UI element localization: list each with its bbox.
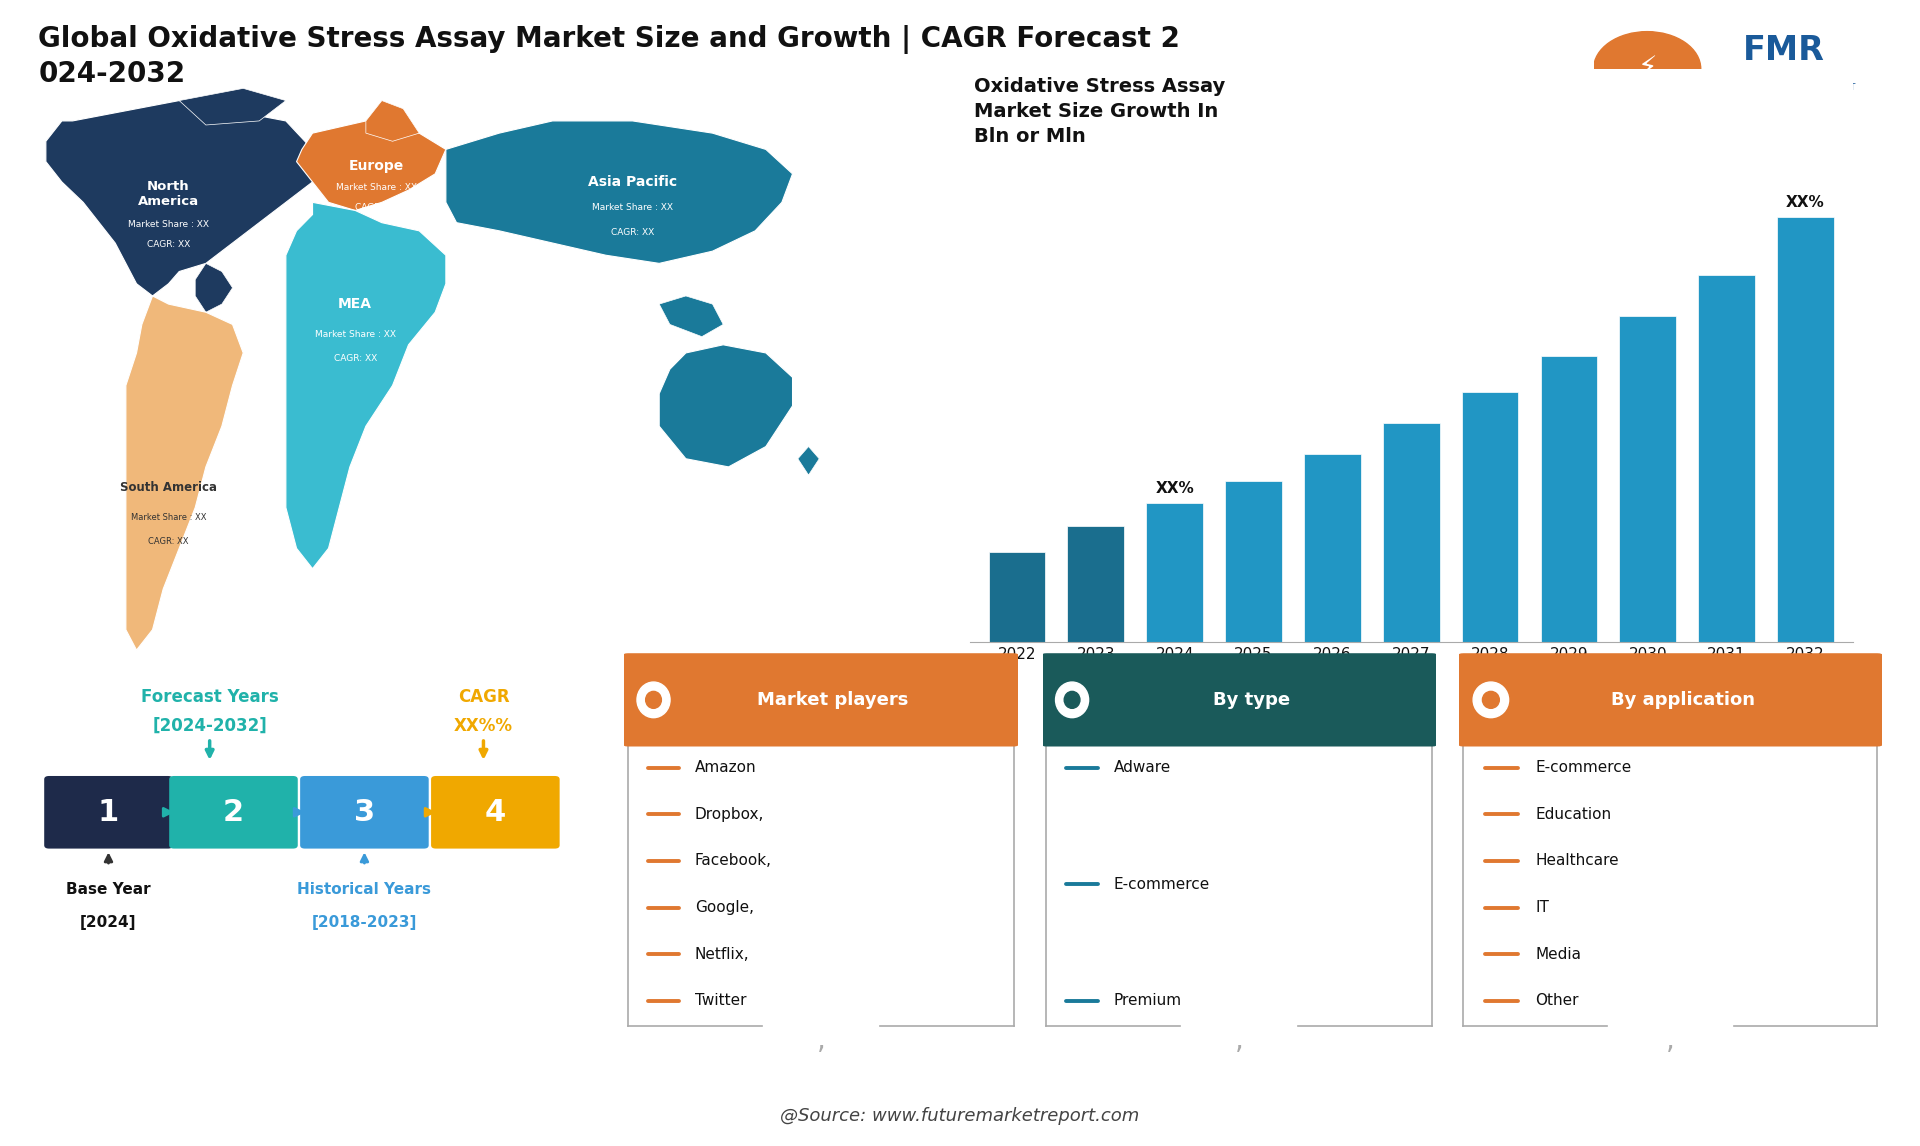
FancyBboxPatch shape (1453, 653, 1887, 746)
Bar (1540, 355, 1597, 642)
Polygon shape (799, 447, 820, 476)
Text: Google,: Google, (695, 900, 755, 916)
Bar (1778, 218, 1834, 642)
Bar (989, 552, 1044, 642)
Text: Europe: Europe (349, 158, 403, 173)
Text: @Source: www.futuremarketreport.com: @Source: www.futuremarketreport.com (780, 1107, 1140, 1125)
Text: FMR: FMR (1743, 33, 1824, 66)
Text: CAGR: XX: CAGR: XX (148, 241, 190, 249)
Text: Premium: Premium (1114, 994, 1181, 1008)
Bar (1225, 481, 1283, 642)
Text: 3: 3 (353, 798, 374, 826)
Text: Base Year: Base Year (65, 882, 152, 897)
Text: Other: Other (1536, 994, 1578, 1008)
FancyBboxPatch shape (432, 776, 559, 848)
Text: XX%: XX% (1786, 195, 1824, 210)
Text: XX%%: XX%% (453, 716, 513, 735)
Bar (1699, 275, 1755, 642)
Polygon shape (46, 101, 313, 296)
Text: [2018-2023]: [2018-2023] (311, 916, 417, 931)
Polygon shape (296, 121, 445, 211)
Text: Market Share : XX: Market Share : XX (591, 204, 674, 212)
Text: [2024]: [2024] (81, 916, 136, 931)
FancyBboxPatch shape (169, 776, 298, 848)
Text: Historical Years: Historical Years (298, 882, 432, 897)
Text: Market Share : XX: Market Share : XX (129, 220, 209, 229)
Text: Dropbox,: Dropbox, (695, 807, 764, 822)
Text: ,: , (1667, 1027, 1674, 1055)
Text: CAGR: CAGR (457, 688, 509, 706)
Text: E-commerce: E-commerce (1536, 760, 1632, 775)
Bar (1382, 423, 1440, 642)
Text: CAGR: XX: CAGR: XX (148, 537, 188, 547)
Text: Market Share : XX: Market Share : XX (336, 183, 417, 193)
Text: FUTURE MARKET REPORT: FUTURE MARKET REPORT (1743, 83, 1857, 92)
Text: 1: 1 (98, 798, 119, 826)
Text: Asia Pacific: Asia Pacific (588, 175, 678, 189)
Text: ,: , (816, 1027, 826, 1055)
Polygon shape (659, 296, 724, 337)
Circle shape (1064, 691, 1079, 708)
Text: By type: By type (1213, 691, 1290, 709)
Bar (1461, 392, 1519, 642)
Text: Market Share : XX: Market Share : XX (131, 512, 205, 521)
Text: Oxidative Stress Assay
Market Size Growth In
Bln or Mln: Oxidative Stress Assay Market Size Growt… (973, 77, 1225, 147)
Circle shape (1482, 691, 1500, 708)
Polygon shape (659, 345, 793, 466)
Bar (1068, 526, 1125, 642)
Text: IT: IT (1536, 900, 1549, 916)
Text: MEA: MEA (338, 297, 372, 311)
FancyBboxPatch shape (300, 776, 428, 848)
Text: ⚡: ⚡ (1638, 55, 1657, 83)
Text: Adware: Adware (1114, 760, 1171, 775)
Circle shape (637, 682, 670, 717)
Text: E-commerce: E-commerce (1114, 877, 1210, 892)
Circle shape (1056, 682, 1089, 717)
Circle shape (645, 691, 660, 708)
Circle shape (1594, 32, 1701, 105)
Text: CAGR: XX: CAGR: XX (355, 204, 397, 212)
Polygon shape (367, 101, 419, 141)
Polygon shape (179, 88, 286, 125)
Text: XX%: XX% (1156, 481, 1194, 496)
Bar (1619, 315, 1676, 642)
FancyBboxPatch shape (1037, 653, 1442, 746)
Bar (1304, 454, 1361, 642)
Text: Media: Media (1536, 947, 1582, 961)
Polygon shape (445, 121, 793, 264)
Text: [2024-2032]: [2024-2032] (152, 716, 267, 735)
Text: 024-2032: 024-2032 (38, 60, 186, 87)
Text: Education: Education (1536, 807, 1611, 822)
Polygon shape (127, 296, 244, 650)
Text: Global Oxidative Stress Assay Market Size and Growth | CAGR Forecast 2: Global Oxidative Stress Assay Market Siz… (38, 25, 1181, 54)
Text: South America: South America (121, 481, 217, 494)
Text: Healthcare: Healthcare (1536, 854, 1619, 869)
FancyBboxPatch shape (618, 653, 1023, 746)
Circle shape (1473, 682, 1509, 717)
Text: 2: 2 (223, 798, 244, 826)
Text: By application: By application (1611, 691, 1755, 709)
Text: CAGR: XX: CAGR: XX (334, 354, 376, 363)
Text: Facebook,: Facebook, (695, 854, 772, 869)
Text: Netflix,: Netflix, (695, 947, 749, 961)
Text: Forecast Years: Forecast Years (140, 688, 278, 706)
Text: 4: 4 (484, 798, 507, 826)
Polygon shape (286, 203, 445, 568)
Text: Market players: Market players (756, 691, 908, 709)
FancyBboxPatch shape (44, 776, 173, 848)
Polygon shape (196, 264, 232, 312)
Text: CAGR: XX: CAGR: XX (611, 228, 655, 237)
Text: North
America: North America (138, 180, 200, 209)
Bar (1146, 503, 1204, 642)
Text: ,: , (1235, 1027, 1244, 1055)
Text: Market Share : XX: Market Share : XX (315, 330, 396, 339)
Text: Amazon: Amazon (695, 760, 756, 775)
Text: Twitter: Twitter (695, 994, 747, 1008)
